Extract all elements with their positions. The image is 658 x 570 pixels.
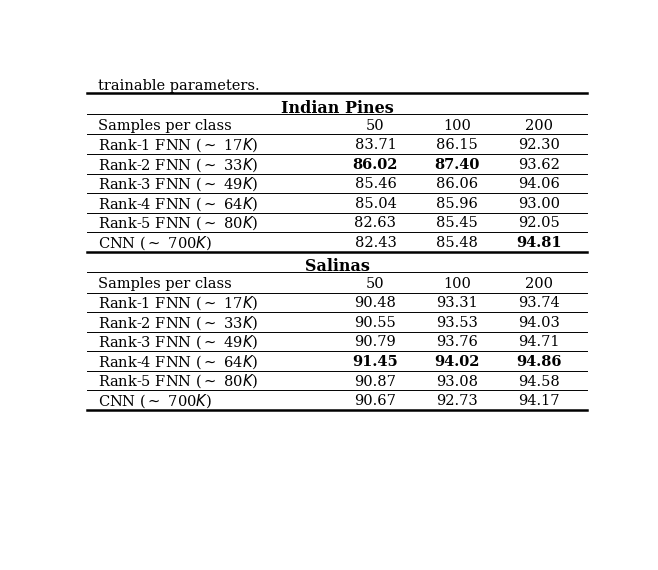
Text: 94.71: 94.71 (518, 336, 559, 349)
Text: 85.04: 85.04 (355, 197, 396, 211)
Text: trainable parameters.: trainable parameters. (97, 79, 259, 93)
Text: 94.86: 94.86 (516, 355, 561, 369)
Text: 86.15: 86.15 (436, 138, 478, 152)
Text: 85.46: 85.46 (355, 177, 396, 192)
Text: 93.74: 93.74 (518, 296, 559, 311)
Text: 92.73: 92.73 (436, 394, 478, 408)
Text: 90.67: 90.67 (355, 394, 396, 408)
Text: 90.87: 90.87 (355, 374, 396, 389)
Text: CNN ($\sim$ 700$K$): CNN ($\sim$ 700$K$) (97, 234, 211, 252)
Text: 93.08: 93.08 (436, 374, 478, 389)
Text: Rank-2 FNN ($\sim$ 33$K$): Rank-2 FNN ($\sim$ 33$K$) (97, 314, 258, 332)
Text: 93.76: 93.76 (436, 336, 478, 349)
Text: 86.06: 86.06 (436, 177, 478, 192)
Text: 94.02: 94.02 (434, 355, 480, 369)
Text: 92.30: 92.30 (518, 138, 559, 152)
Text: 93.53: 93.53 (436, 316, 478, 330)
Text: 85.96: 85.96 (436, 197, 478, 211)
Text: 50: 50 (366, 277, 385, 291)
Text: CNN ($\sim$ 700$K$): CNN ($\sim$ 700$K$) (97, 392, 211, 410)
Text: 90.55: 90.55 (355, 316, 396, 330)
Text: 87.40: 87.40 (434, 158, 480, 172)
Text: Rank-4 FNN ($\sim$ 64$K$): Rank-4 FNN ($\sim$ 64$K$) (97, 353, 258, 371)
Text: 85.48: 85.48 (436, 236, 478, 250)
Text: Rank-3 FNN ($\sim$ 49$K$): Rank-3 FNN ($\sim$ 49$K$) (97, 176, 258, 193)
Text: Salinas: Salinas (305, 258, 370, 275)
Text: 50: 50 (366, 119, 385, 133)
Text: 94.58: 94.58 (518, 374, 559, 389)
Text: 82.63: 82.63 (355, 217, 397, 230)
Text: Rank-4 FNN ($\sim$ 64$K$): Rank-4 FNN ($\sim$ 64$K$) (97, 195, 258, 213)
Text: 94.03: 94.03 (518, 316, 559, 330)
Text: 86.02: 86.02 (353, 158, 398, 172)
Text: Rank-3 FNN ($\sim$ 49$K$): Rank-3 FNN ($\sim$ 49$K$) (97, 333, 258, 351)
Text: 85.45: 85.45 (436, 217, 478, 230)
Text: 93.00: 93.00 (518, 197, 560, 211)
Text: 94.81: 94.81 (516, 236, 561, 250)
Text: 92.05: 92.05 (518, 217, 559, 230)
Text: 93.31: 93.31 (436, 296, 478, 311)
Text: 200: 200 (524, 119, 553, 133)
Text: Rank-5 FNN ($\sim$ 80$K$): Rank-5 FNN ($\sim$ 80$K$) (97, 214, 258, 232)
Text: 94.17: 94.17 (518, 394, 559, 408)
Text: Rank-1 FNN ($\sim$ 17$K$): Rank-1 FNN ($\sim$ 17$K$) (97, 136, 258, 154)
Text: 100: 100 (443, 119, 471, 133)
Text: Samples per class: Samples per class (97, 277, 232, 291)
Text: Indian Pines: Indian Pines (281, 100, 393, 117)
Text: Rank-1 FNN ($\sim$ 17$K$): Rank-1 FNN ($\sim$ 17$K$) (97, 295, 258, 312)
Text: 91.45: 91.45 (353, 355, 398, 369)
Text: 83.71: 83.71 (355, 138, 396, 152)
Text: 90.79: 90.79 (355, 336, 396, 349)
Text: Rank-5 FNN ($\sim$ 80$K$): Rank-5 FNN ($\sim$ 80$K$) (97, 373, 258, 390)
Text: 93.62: 93.62 (518, 158, 559, 172)
Text: 82.43: 82.43 (355, 236, 396, 250)
Text: 100: 100 (443, 277, 471, 291)
Text: 90.48: 90.48 (355, 296, 396, 311)
Text: 94.06: 94.06 (518, 177, 559, 192)
Text: 200: 200 (524, 277, 553, 291)
Text: Rank-2 FNN ($\sim$ 33$K$): Rank-2 FNN ($\sim$ 33$K$) (97, 156, 258, 174)
Text: Samples per class: Samples per class (97, 119, 232, 133)
